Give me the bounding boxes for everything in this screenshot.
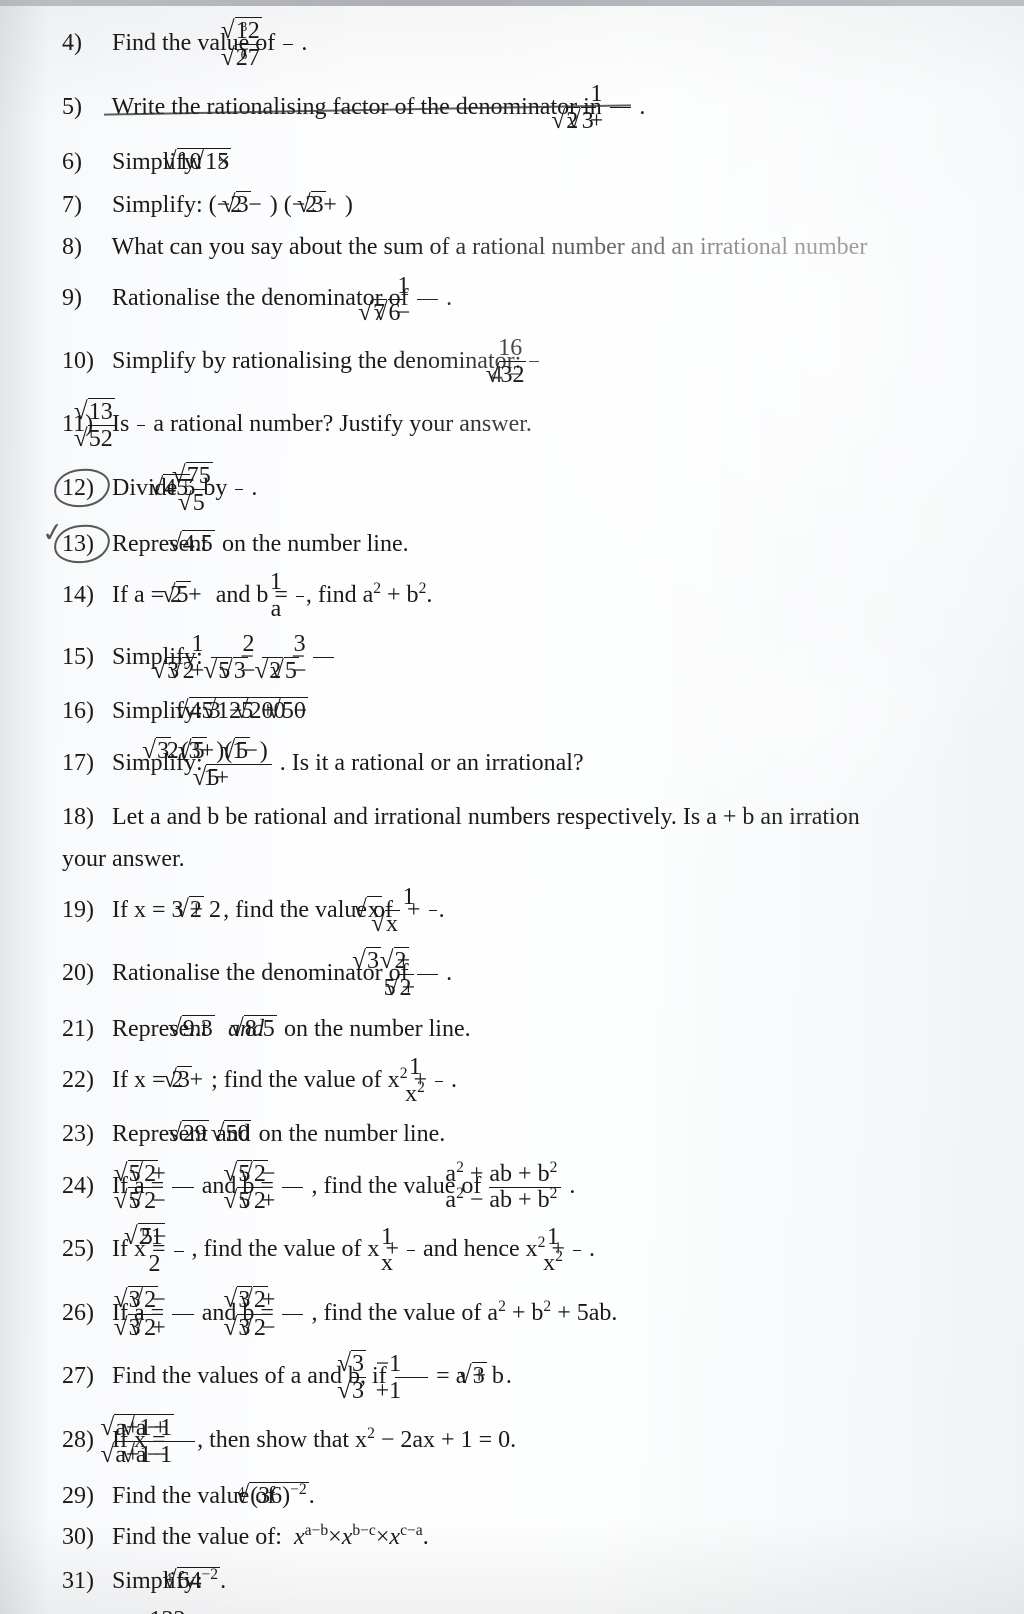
question-item: 24) If a = 5+25−2 and b = 5−25+2 , find … — [62, 1161, 1006, 1215]
question-item: 28) If x = a+1+a−1a+1−a−1, then show tha… — [62, 1415, 1006, 1469]
question-item: 4) Find the value of 312627 . — [62, 18, 1006, 72]
question-text: If x = 5−212 , find the value of x + 1x … — [106, 1236, 595, 1262]
question-text: If x = 3 + 22, find the value of x + 1x. — [106, 897, 445, 923]
question-continuation: your answer. — [62, 844, 1006, 876]
question-text: If a = 3−23+2 and b = 3+23−2 , find the … — [106, 1300, 617, 1326]
question-text: If x = 2 + 3; find the value of x2 + 1x2… — [106, 1067, 457, 1093]
question-text: Represent 4.5 on the number line. — [106, 531, 409, 557]
question-item: 17) Simplify: 23(3+5)(1−5)1+5 . Is it a … — [62, 738, 1006, 792]
question-item: 18) Let a and b be rational and irration… — [62, 802, 1006, 834]
question-text: Divide 545 by 755 . — [106, 475, 257, 501]
question-item: 9) Rationalise the denominator of 17−6 . — [62, 274, 1006, 327]
question-number: 31) — [62, 1566, 106, 1598]
question-item: 6) Simplify: 10 × 15 — [62, 145, 1006, 179]
question-item: 16) Simplify: 345 − 125 + 200 − 50 — [62, 694, 1006, 728]
question-number: 15) — [62, 642, 106, 674]
question-number: 7) — [62, 190, 106, 222]
question-item: 26) If a = 3−23+2 and b = 3+23−2 , find … — [62, 1287, 1006, 1341]
question-text: Represent 9.3 and 8.5 on the number line… — [106, 1016, 471, 1042]
question-number: 24) — [62, 1171, 106, 1203]
question-item: 13) Represent 4.5 on the number line. — [62, 527, 1006, 561]
question-number: 20) — [62, 958, 106, 990]
question-item: 14) If a = 2 + 5 and b = 1a, find a2 + b… — [62, 570, 1006, 621]
question-text: If a = 5+25−2 and b = 5−25+2 , find the … — [106, 1173, 575, 1199]
question-text: Simplify: 10 × 15 — [106, 149, 238, 175]
question-text: Simplify: 23(3+5)(1−5)1+5 . Is it a rati… — [106, 750, 584, 776]
question-text: Is 1352 a rational number? Justify your … — [106, 411, 532, 437]
question-text: Find the value of 4(36)−2. — [106, 1483, 315, 1509]
worksheet-page: ✓ 4) Find the value of 312627 .5) Write … — [0, 0, 1024, 1614]
question-text: Find the values of a and b, if 3−13+1 = … — [106, 1363, 512, 1389]
question-text: Simplify: 13+2 − 25−3 − 32−5 — [106, 644, 336, 670]
question-number: 10) — [62, 346, 106, 378]
question-item: 7) Simplify: (−2 − 3) (−2 + 3) — [62, 188, 1006, 222]
question-number: 28) — [62, 1425, 106, 1457]
question-item: 20) Rationalise the denominator of 3 + 2… — [62, 948, 1006, 1002]
question-item: 32) Simplify: 4(132143)−2 . — [62, 1608, 1006, 1614]
question-text: If x = a+1+a−1a+1−a−1, then show that x2… — [106, 1427, 516, 1453]
question-text: Write the rationalising factor of the de… — [106, 94, 645, 120]
question-text: Simplify: (−2 − 3) (−2 + 3) — [106, 192, 353, 218]
question-list: 4) Find the value of 312627 . 5) Write th… — [62, 18, 1006, 1614]
question-number: 12) — [62, 473, 106, 505]
question-number: 30) — [62, 1522, 106, 1554]
question-text: Find the value of: xa−b×xb−c×xc−a. — [106, 1524, 429, 1550]
question-text: Simplify: 464−2. — [106, 1568, 226, 1594]
question-text: Simplify: 345 − 125 + 200 − 50 — [106, 698, 315, 724]
question-number: 27) — [62, 1361, 106, 1393]
question-text: Represent 29and 50on the number line. — [106, 1121, 445, 1147]
question-number: 29) — [62, 1481, 106, 1513]
question-item: 29) Find the value of 4(36)−2. — [62, 1479, 1006, 1513]
question-number: 5) — [62, 92, 106, 124]
question-number: 18) — [62, 802, 106, 834]
question-number: 26) — [62, 1298, 106, 1330]
question-item: 31) Simplify: 464−2. — [62, 1564, 1006, 1598]
question-number: 23) — [62, 1119, 106, 1151]
question-item: 11) Is 1352 a rational number? Justify y… — [62, 399, 1006, 453]
question-item: 25) If x = 5−212 , find the value of x +… — [62, 1224, 1006, 1277]
question-number: 22) — [62, 1065, 106, 1097]
question-text: What can you say about the sum of a rati… — [106, 234, 867, 260]
question-item: 12) Divide 545 by 755 . — [62, 463, 1006, 517]
question-number: 13) — [62, 529, 106, 561]
question-item: 30) Find the value of: xa−b×xb−c×xc−a. — [62, 1522, 1006, 1554]
question-number: 4) — [62, 28, 106, 60]
question-item: 19) If x = 3 + 22, find the value of x +… — [62, 885, 1006, 938]
question-text: Let a and b be rational and irrational n… — [106, 804, 860, 830]
question-number: 25) — [62, 1234, 106, 1266]
question-number: 8) — [62, 232, 106, 264]
question-item: 27) Find the values of a and b, if 3−13+… — [62, 1351, 1006, 1405]
question-item: 21) Represent 9.3 and 8.5 on the number … — [62, 1012, 1006, 1046]
question-number: 6) — [62, 147, 106, 179]
question-text: Find the value of 312627 . — [106, 30, 307, 56]
question-number: 14) — [62, 580, 106, 612]
question-text: Simplify by rationalising the denominato… — [106, 348, 541, 374]
question-item: 15) Simplify: 13+2 − 25−3 − 32−5 — [62, 632, 1006, 685]
question-number: 17) — [62, 748, 106, 780]
question-item: 5) Write the rationalising factor of the… — [62, 82, 1006, 135]
question-item: 23) Represent 29and 50on the number line… — [62, 1117, 1006, 1151]
question-text: If a = 2 + 5 and b = 1a, find a2 + b2. — [106, 582, 432, 608]
question-item: 10) Simplify by rationalising the denomi… — [62, 336, 1006, 389]
page-left-shadow — [0, 0, 50, 1614]
question-number: 21) — [62, 1014, 106, 1046]
question-text: Rationalise the denominator of 17−6 . — [106, 285, 452, 311]
question-item: 22) If x = 2 + 3; find the value of x2 +… — [62, 1055, 1006, 1106]
question-item: 8) What can you say about the sum of a r… — [62, 232, 1006, 264]
question-number: 16) — [62, 696, 106, 728]
question-number: 19) — [62, 895, 106, 927]
question-number: 9) — [62, 283, 106, 315]
question-text: Rationalise the denominator of 3 + 25 + … — [106, 960, 452, 986]
